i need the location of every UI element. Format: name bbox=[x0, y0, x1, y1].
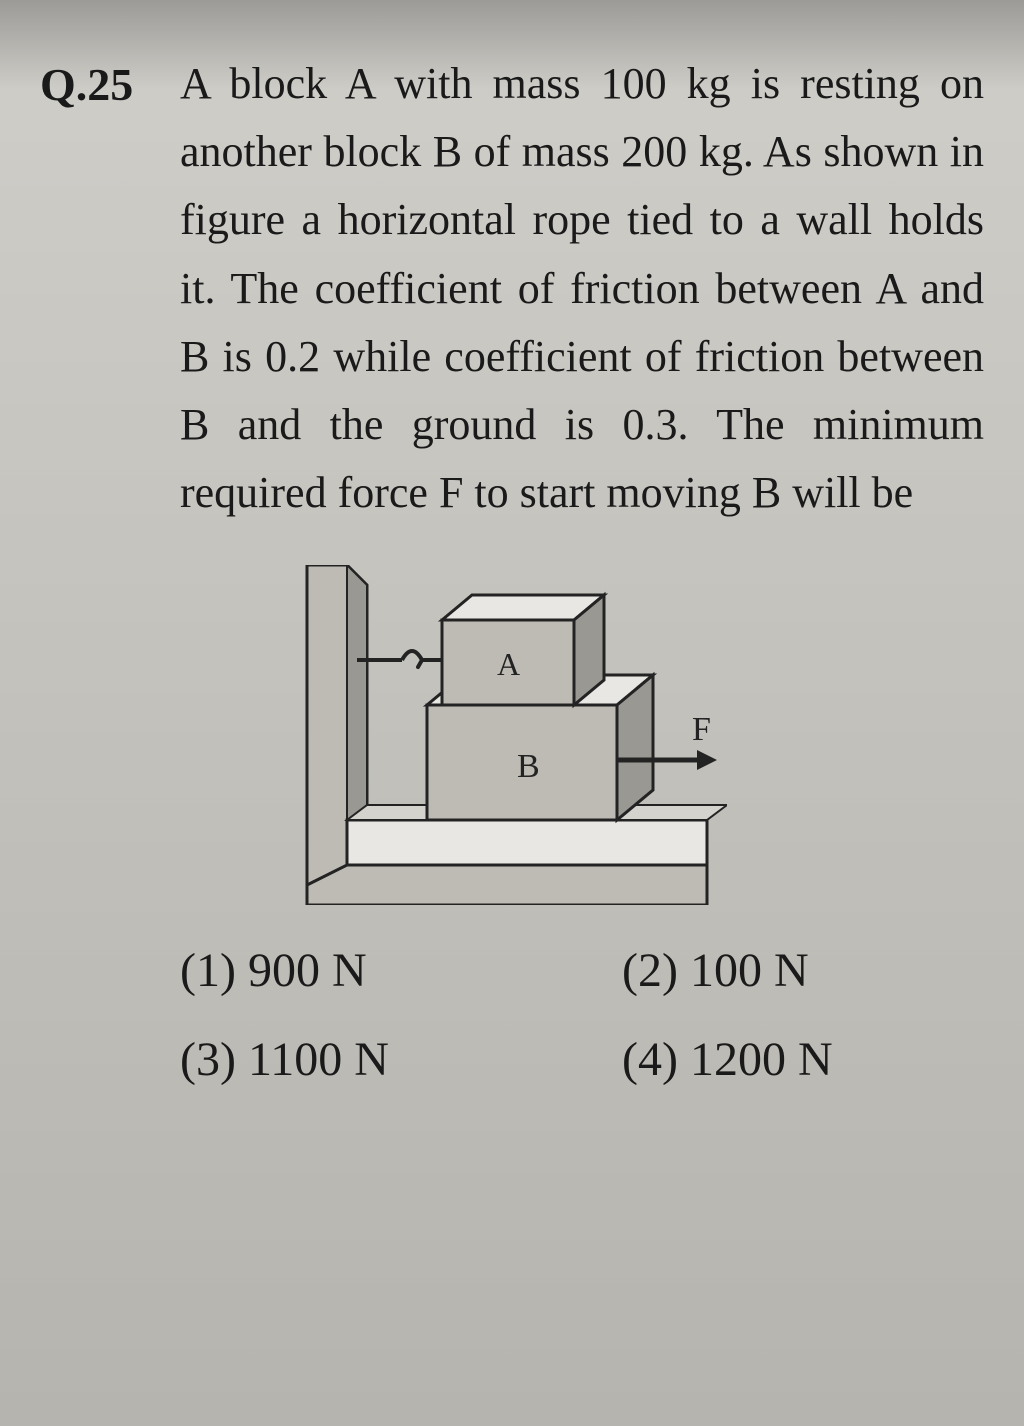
option-4[interactable]: (4) 1200 N bbox=[622, 1032, 984, 1087]
option-key: (4) bbox=[622, 1033, 678, 1086]
question-number: Q.25 bbox=[40, 50, 180, 111]
question-text: A block A with mass 100 kg is resting on… bbox=[180, 50, 984, 527]
option-value: 100 N bbox=[690, 944, 809, 997]
option-value: 900 N bbox=[248, 944, 367, 997]
option-key: (1) bbox=[180, 944, 236, 997]
rope-hook-icon bbox=[402, 651, 422, 667]
option-2[interactable]: (2) 100 N bbox=[622, 943, 984, 998]
option-1[interactable]: (1) 900 N bbox=[180, 943, 542, 998]
options-grid: (1) 900 N (2) 100 N (3) 1100 N (4) 1200 … bbox=[180, 943, 984, 1087]
option-value: 1200 N bbox=[690, 1033, 833, 1086]
arrow-head-icon bbox=[697, 750, 717, 770]
force-label: F bbox=[692, 711, 711, 748]
rope bbox=[357, 651, 442, 667]
block-diagram: B A F bbox=[297, 565, 727, 905]
option-key: (2) bbox=[622, 944, 678, 997]
question-row: Q.25 A block A with mass 100 kg is resti… bbox=[40, 50, 984, 527]
block-a-label: A bbox=[497, 646, 520, 682]
option-3[interactable]: (3) 1100 N bbox=[180, 1032, 542, 1087]
diagram-container: B A F bbox=[40, 565, 984, 905]
block-a: A bbox=[442, 595, 604, 705]
block-b-label: B bbox=[517, 748, 540, 785]
option-key: (3) bbox=[180, 1033, 236, 1086]
option-value: 1100 N bbox=[248, 1033, 389, 1086]
